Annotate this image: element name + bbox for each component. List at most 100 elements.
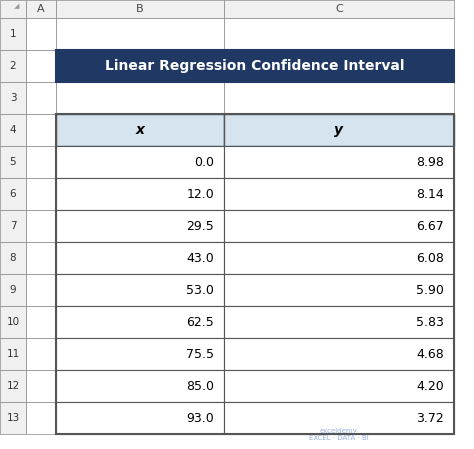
Bar [224,274,454,306]
Text: 75.5: 75.5 [186,348,214,361]
Bar [56,82,224,114]
Bar [56,274,224,306]
Text: 2: 2 [9,61,16,71]
Bar [56,178,224,210]
Bar [0,0,26,18]
Bar [224,306,454,338]
Bar [56,50,224,82]
Bar [224,178,454,210]
Text: 3: 3 [9,93,16,103]
Bar [224,178,454,210]
Bar [56,306,224,338]
Bar [56,114,224,146]
Bar [224,146,454,178]
Text: 6.67: 6.67 [416,220,444,233]
Bar [0,114,26,146]
Bar [56,338,224,370]
Bar [56,274,224,306]
Text: 5.90: 5.90 [416,283,444,296]
Text: 6.08: 6.08 [416,251,444,264]
Text: 5.83: 5.83 [416,316,444,329]
Bar [224,370,454,402]
Bar [224,402,454,434]
Text: 93.0: 93.0 [186,411,214,424]
Bar [0,50,26,82]
Bar [224,210,454,242]
Bar [224,402,454,434]
Bar [0,274,26,306]
Bar [26,274,56,306]
Bar [56,178,224,210]
Text: 11: 11 [6,349,19,359]
Bar [224,306,454,338]
Bar [0,402,26,434]
Text: 4: 4 [9,125,16,135]
Text: Linear Regression Confidence Interval: Linear Regression Confidence Interval [105,59,405,73]
Bar [26,210,56,242]
Bar [26,114,56,146]
Text: 12.0: 12.0 [186,188,214,201]
Text: x: x [136,123,145,137]
Bar [0,146,26,178]
Bar [26,18,56,50]
Text: 10: 10 [7,317,19,327]
Text: 8: 8 [9,253,16,263]
Bar [56,306,224,338]
Bar [224,0,454,18]
Text: 9: 9 [9,285,16,295]
Bar [224,18,454,50]
Text: 8.14: 8.14 [416,188,444,201]
Bar [56,114,224,146]
Bar [56,18,224,50]
Bar [0,82,26,114]
Bar [26,82,56,114]
Text: 3.72: 3.72 [416,411,444,424]
Bar [224,338,454,370]
Bar [56,114,454,434]
Bar [0,178,26,210]
Text: 5: 5 [9,157,16,167]
Bar [56,146,224,178]
Bar [0,18,26,50]
Bar [56,242,224,274]
Bar [224,50,454,82]
Text: C: C [335,4,343,14]
Text: 62.5: 62.5 [186,316,214,329]
Bar [56,402,224,434]
Text: 4.20: 4.20 [416,379,444,392]
Text: B: B [136,4,144,14]
Text: 29.5: 29.5 [186,220,214,233]
Text: y: y [335,123,344,137]
Bar [56,242,224,274]
Bar [224,210,454,242]
Text: 6: 6 [9,189,16,199]
Text: 85.0: 85.0 [186,379,214,392]
Bar [0,242,26,274]
Bar [224,242,454,274]
Bar [224,114,454,146]
Bar [26,338,56,370]
Bar [0,338,26,370]
Bar [56,402,224,434]
Text: 8.98: 8.98 [416,155,444,168]
Text: 4.68: 4.68 [416,348,444,361]
Bar [224,114,454,146]
Text: 53.0: 53.0 [186,283,214,296]
Bar [224,370,454,402]
Text: exceldemy
EXCEL · DATA · BI: exceldemy EXCEL · DATA · BI [309,428,369,441]
Text: 1: 1 [9,29,16,39]
Bar [224,146,454,178]
Bar [26,0,56,18]
Bar [26,146,56,178]
Bar [56,146,224,178]
Bar [56,370,224,402]
Bar [56,370,224,402]
Bar [26,370,56,402]
Bar [56,0,224,18]
Text: 13: 13 [6,413,19,423]
Bar [56,50,454,82]
Bar [26,242,56,274]
Text: 43.0: 43.0 [186,251,214,264]
Bar [26,50,56,82]
Text: 7: 7 [9,221,16,231]
